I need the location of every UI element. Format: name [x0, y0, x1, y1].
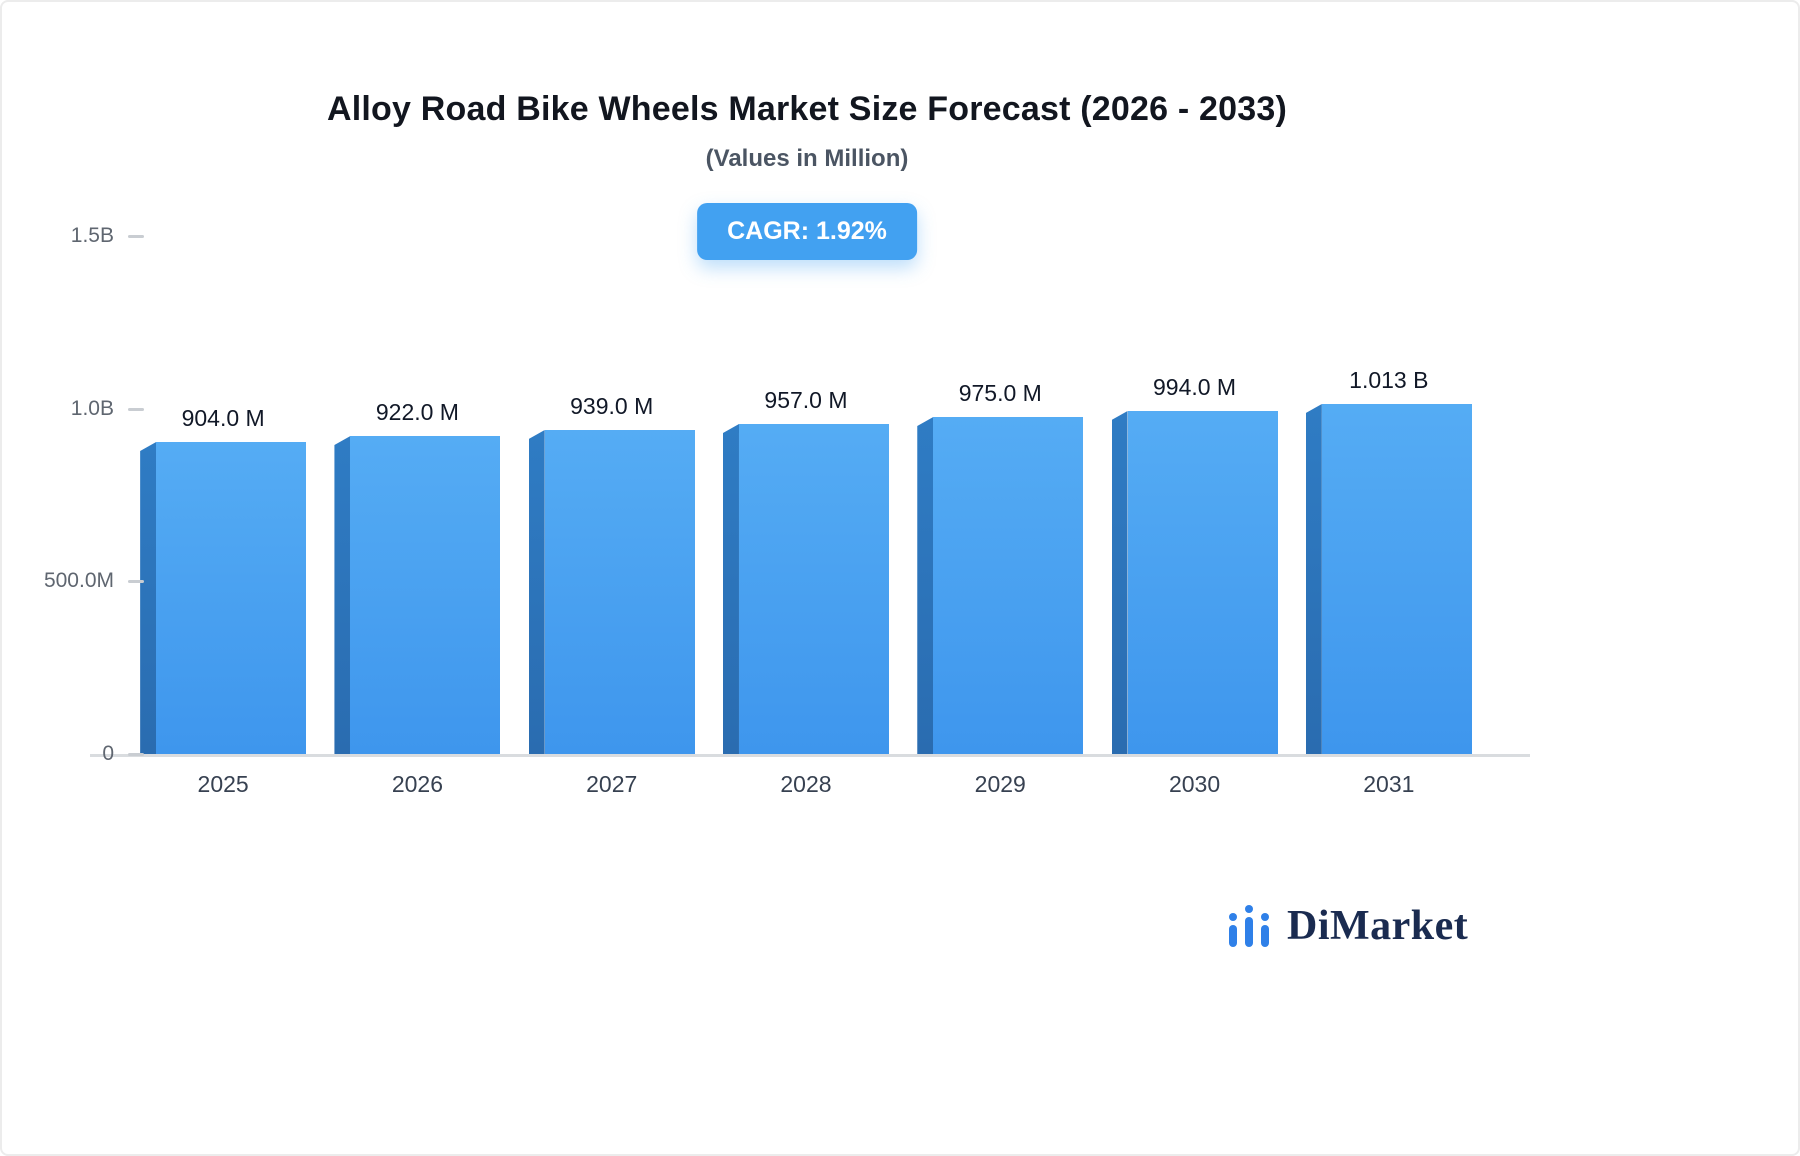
bar	[1111, 411, 1278, 754]
chart-subtitle: (Values in Million)	[705, 145, 909, 172]
y-axis-tick-mark	[128, 235, 144, 238]
x-axis-tick-label: 2025	[197, 771, 249, 797]
bar-group: 904.0 M	[126, 236, 320, 754]
bar	[1305, 404, 1472, 754]
chart-title: Alloy Road Bike Wheels Market Size Forec…	[327, 90, 1287, 128]
bar-front-face	[1321, 404, 1472, 754]
bar-side-face	[528, 430, 545, 754]
bar-group: 939.0 M	[515, 236, 709, 754]
bar-front-face	[738, 424, 889, 754]
bar-value-label: 939.0 M	[570, 393, 654, 419]
bar-side-face	[334, 436, 351, 754]
x-axis-tick-label: 2028	[780, 771, 832, 797]
x-axis-tick-label: 2027	[586, 771, 638, 797]
bar-group: 975.0 M	[903, 236, 1097, 754]
x-axis-labels: 2025 2026 2027 2028 2029 2030 2031	[126, 771, 1486, 798]
bar-value-label: 904.0 M	[181, 405, 265, 431]
bar-front-face	[350, 436, 501, 754]
bar-front-face	[1127, 411, 1278, 754]
bar-value-label: 975.0 M	[958, 380, 1042, 406]
y-axis-tick-label: 1.5B	[70, 224, 114, 247]
chart-header: Alloy Road Bike Wheels Market Size Forec…	[42, 2, 1572, 173]
chart-area: CAGR: 1.92% 904.0 M 922.0 M 939.0 M 957.0 M…	[42, 173, 1572, 823]
bar-front-face	[933, 417, 1084, 754]
bar-side-face	[722, 424, 739, 754]
bar	[917, 417, 1084, 754]
bar-front-face	[156, 442, 307, 754]
y-axis-tick-label: 0	[102, 742, 114, 765]
y-axis-tick-label: 1.0B	[70, 396, 114, 420]
bar-value-label: 957.0 M	[764, 387, 848, 413]
bar-front-face	[544, 430, 695, 754]
y-axis-tick-mark	[128, 407, 144, 411]
y-axis-tick-label: 500.0M	[43, 569, 114, 593]
bar-side-face	[1305, 404, 1322, 754]
bar-group: 957.0 M	[709, 236, 903, 754]
bar	[334, 436, 501, 754]
bar-value-label: 922.0 M	[375, 399, 459, 425]
bars-row: 904.0 M 922.0 M 939.0 M 957.0 M 975.0 M 994.0…	[126, 236, 1486, 754]
bar-value-label: 994.0 M	[1152, 374, 1237, 400]
x-axis-tick-label: 2031	[1363, 771, 1415, 797]
x-axis-tick-label: 2026	[391, 771, 443, 797]
bar-value-label: 1.013 B	[1349, 367, 1429, 393]
y-axis-tick-mark	[128, 753, 144, 756]
dimarket-logo: DiMarket	[1227, 902, 1468, 950]
bar	[528, 430, 695, 754]
x-axis-tick-label: 2030	[1168, 771, 1221, 797]
dimarket-logo-text: DiMarket	[1287, 903, 1469, 949]
bar-group: 994.0 M	[1097, 236, 1291, 754]
bar-group: 922.0 M	[320, 236, 514, 754]
bar-side-face	[140, 442, 157, 754]
y-axis-tick-mark	[128, 580, 144, 584]
bar-chart-logo-icon	[1229, 905, 1269, 947]
bar-side-face	[1111, 411, 1128, 754]
bar-side-face	[917, 417, 934, 754]
bar	[722, 424, 889, 754]
x-axis-baseline	[90, 754, 1530, 757]
x-axis-tick-label: 2029	[974, 771, 1026, 797]
bar-group: 1.013 B	[1292, 236, 1486, 754]
cagr-badge: CAGR: 1.92%	[697, 203, 917, 260]
bar	[140, 442, 307, 754]
